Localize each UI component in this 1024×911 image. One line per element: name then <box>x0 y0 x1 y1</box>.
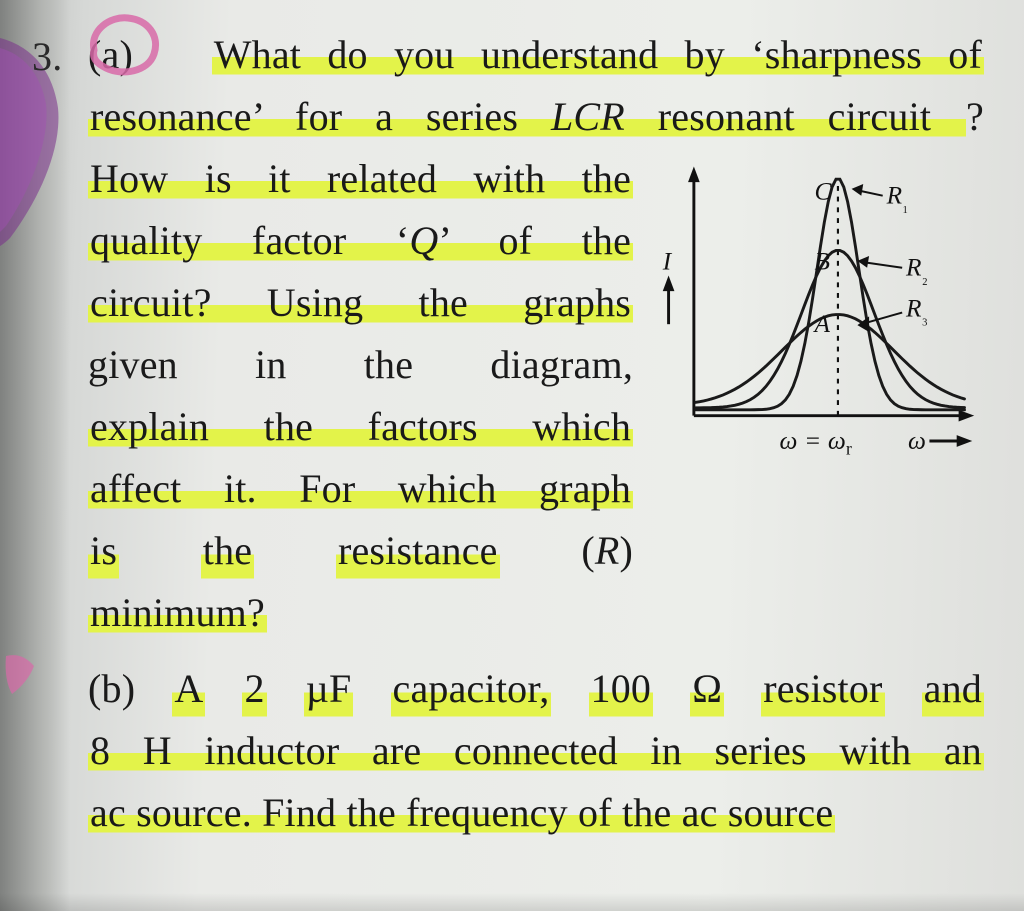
part-a-label: (a) <box>88 24 133 86</box>
part-a-line8: affect it. For which graph <box>88 466 633 511</box>
peak-label-c: C <box>815 178 833 206</box>
two-column-region: How is it related with the quality facto… <box>88 148 984 644</box>
part-a-line5: circuit? Using the graphs <box>88 280 633 325</box>
part-b-line3: ac source. Find the frequency of the ac … <box>88 790 835 835</box>
part-a-line6: giveninthediagram, <box>88 334 633 396</box>
resonance-svg: C B A R₁ R₂ <box>653 156 984 506</box>
r2-label-group: R₂ <box>857 254 928 286</box>
curve-r1 <box>696 179 965 410</box>
pink-margin-mark <box>4 652 38 698</box>
part-a-line7: explain the factors which <box>88 404 633 449</box>
part-a-qmark: ? <box>966 94 984 139</box>
part-a-text-2: resonance’ for a series LCR resonant cir… <box>88 94 966 139</box>
y-axis-label: I <box>662 248 673 276</box>
r1-label-group: R₁ <box>852 181 909 213</box>
part-a-line2: resonance’ for a series LCR resonant cir… <box>88 86 984 148</box>
part-b-label: (b) <box>88 658 135 720</box>
part-a-line3: How is it related with the <box>88 156 633 201</box>
question-block: 3. (a) What do you understand by ‘sharpn… <box>88 24 984 844</box>
page: 3. (a) What do you understand by ‘sharpn… <box>0 0 1024 911</box>
r2-label: R₂ <box>905 254 928 286</box>
part-a-text-1: What do you understand by ‘sharpness of <box>212 32 984 77</box>
part-a-line9: is the resistance (R) <box>88 520 633 582</box>
part-b: (b) A 2 µF capacitor, 100 Ω resistor and… <box>88 658 984 844</box>
part-b-line1: (b) A 2 µF capacitor, 100 Ω resistor and <box>88 658 984 720</box>
part-a-text-column: How is it related with the quality facto… <box>88 148 633 644</box>
question-number: 3. <box>32 26 62 88</box>
part-b-line2: 8 H inductor are connected in series wit… <box>88 728 984 773</box>
curves-group <box>696 179 965 410</box>
part-a-line1: (a) What do you understand by ‘sharpness… <box>88 24 984 86</box>
r1-label: R₁ <box>886 181 909 213</box>
peak-label-a: A <box>813 310 831 338</box>
resonance-diagram: C B A R₁ R₂ <box>653 156 984 506</box>
part-a-line4: quality factor ‘Q’ of the <box>88 218 633 263</box>
x-axis-label: ω <box>908 427 926 455</box>
bottom-shadow <box>0 893 1024 911</box>
peak-label-b: B <box>815 248 831 276</box>
r3-label: R₃ <box>905 294 928 326</box>
part-a-line10: minimum? <box>88 590 267 635</box>
x-tick-label: ω = ωr <box>780 427 852 459</box>
